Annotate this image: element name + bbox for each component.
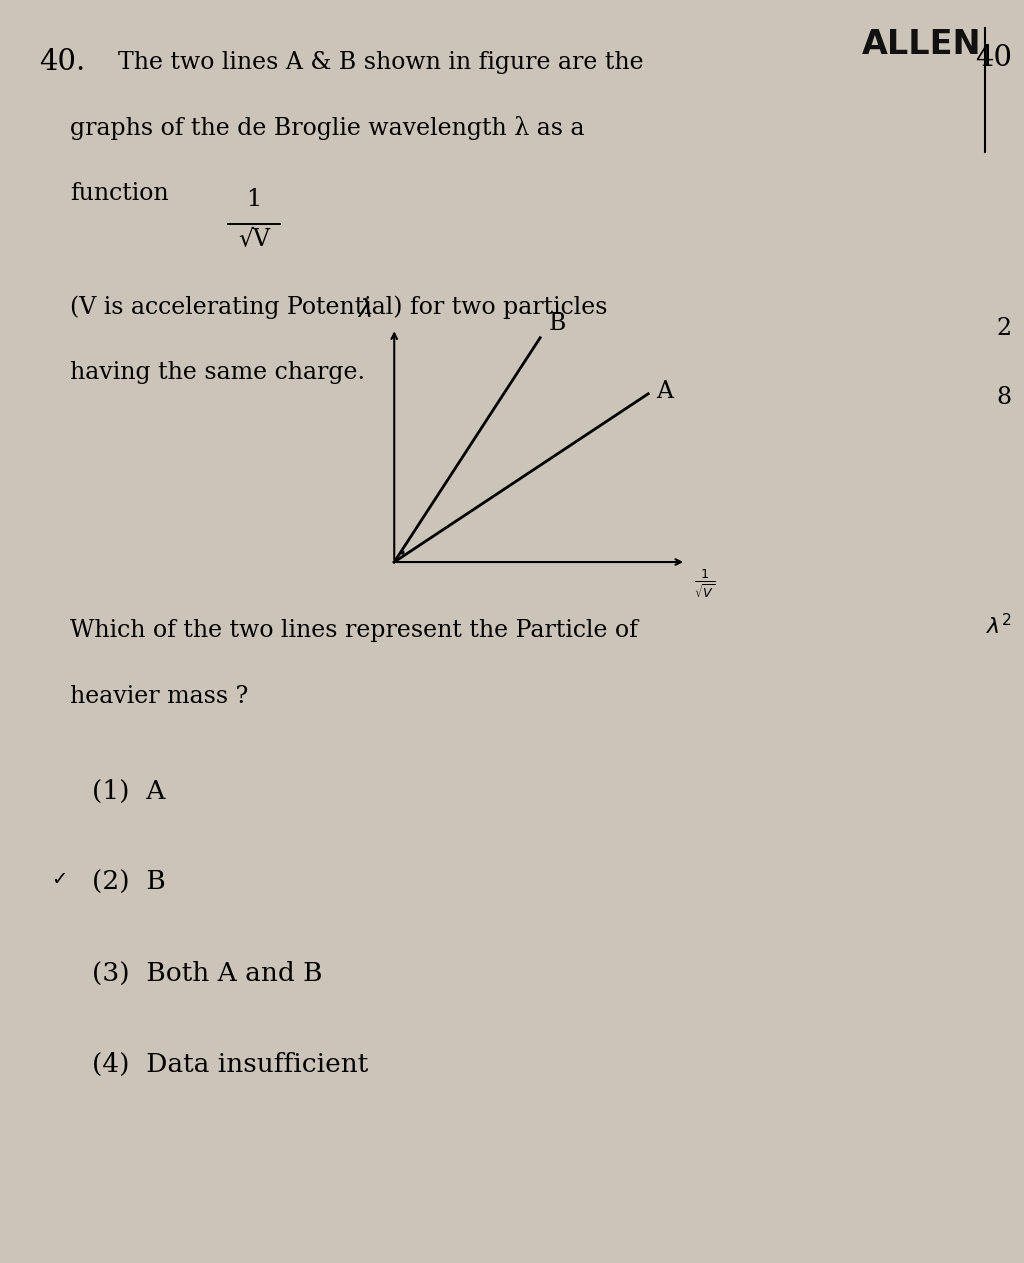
Text: graphs of the de Broglie wavelength λ as a: graphs of the de Broglie wavelength λ as… [70, 116, 584, 140]
Text: The two lines A & B shown in figure are the: The two lines A & B shown in figure are … [118, 51, 643, 73]
Text: heavier mass ?: heavier mass ? [70, 685, 248, 707]
Text: A: A [656, 380, 674, 403]
Text: 40.: 40. [39, 48, 85, 76]
Text: $\frac{1}{\sqrt{V}}$: $\frac{1}{\sqrt{V}}$ [694, 567, 716, 600]
Text: (1)  A: (1) A [92, 779, 166, 805]
Text: B: B [549, 312, 565, 335]
Text: ALLEN: ALLEN [861, 28, 981, 61]
Text: √V: √V [238, 227, 270, 250]
Text: 8: 8 [996, 386, 1012, 409]
Text: 1: 1 [247, 188, 261, 211]
Text: (3)  Both A and B: (3) Both A and B [92, 961, 323, 986]
Text: (V is accelerating Potential) for two particles: (V is accelerating Potential) for two pa… [70, 296, 607, 320]
Text: $\lambda^2$: $\lambda^2$ [986, 613, 1012, 638]
Text: having the same charge.: having the same charge. [70, 361, 365, 384]
Text: 40: 40 [975, 44, 1012, 72]
Text: 2: 2 [996, 317, 1012, 340]
Text: Which of the two lines represent the Particle of: Which of the two lines represent the Par… [70, 619, 638, 642]
Text: (4)  Data insufficient: (4) Data insufficient [92, 1052, 369, 1077]
Text: $\lambda$: $\lambda$ [357, 298, 372, 322]
Text: function: function [70, 182, 168, 205]
Text: ✓: ✓ [51, 870, 68, 889]
Text: (2)  B: (2) B [92, 870, 166, 895]
